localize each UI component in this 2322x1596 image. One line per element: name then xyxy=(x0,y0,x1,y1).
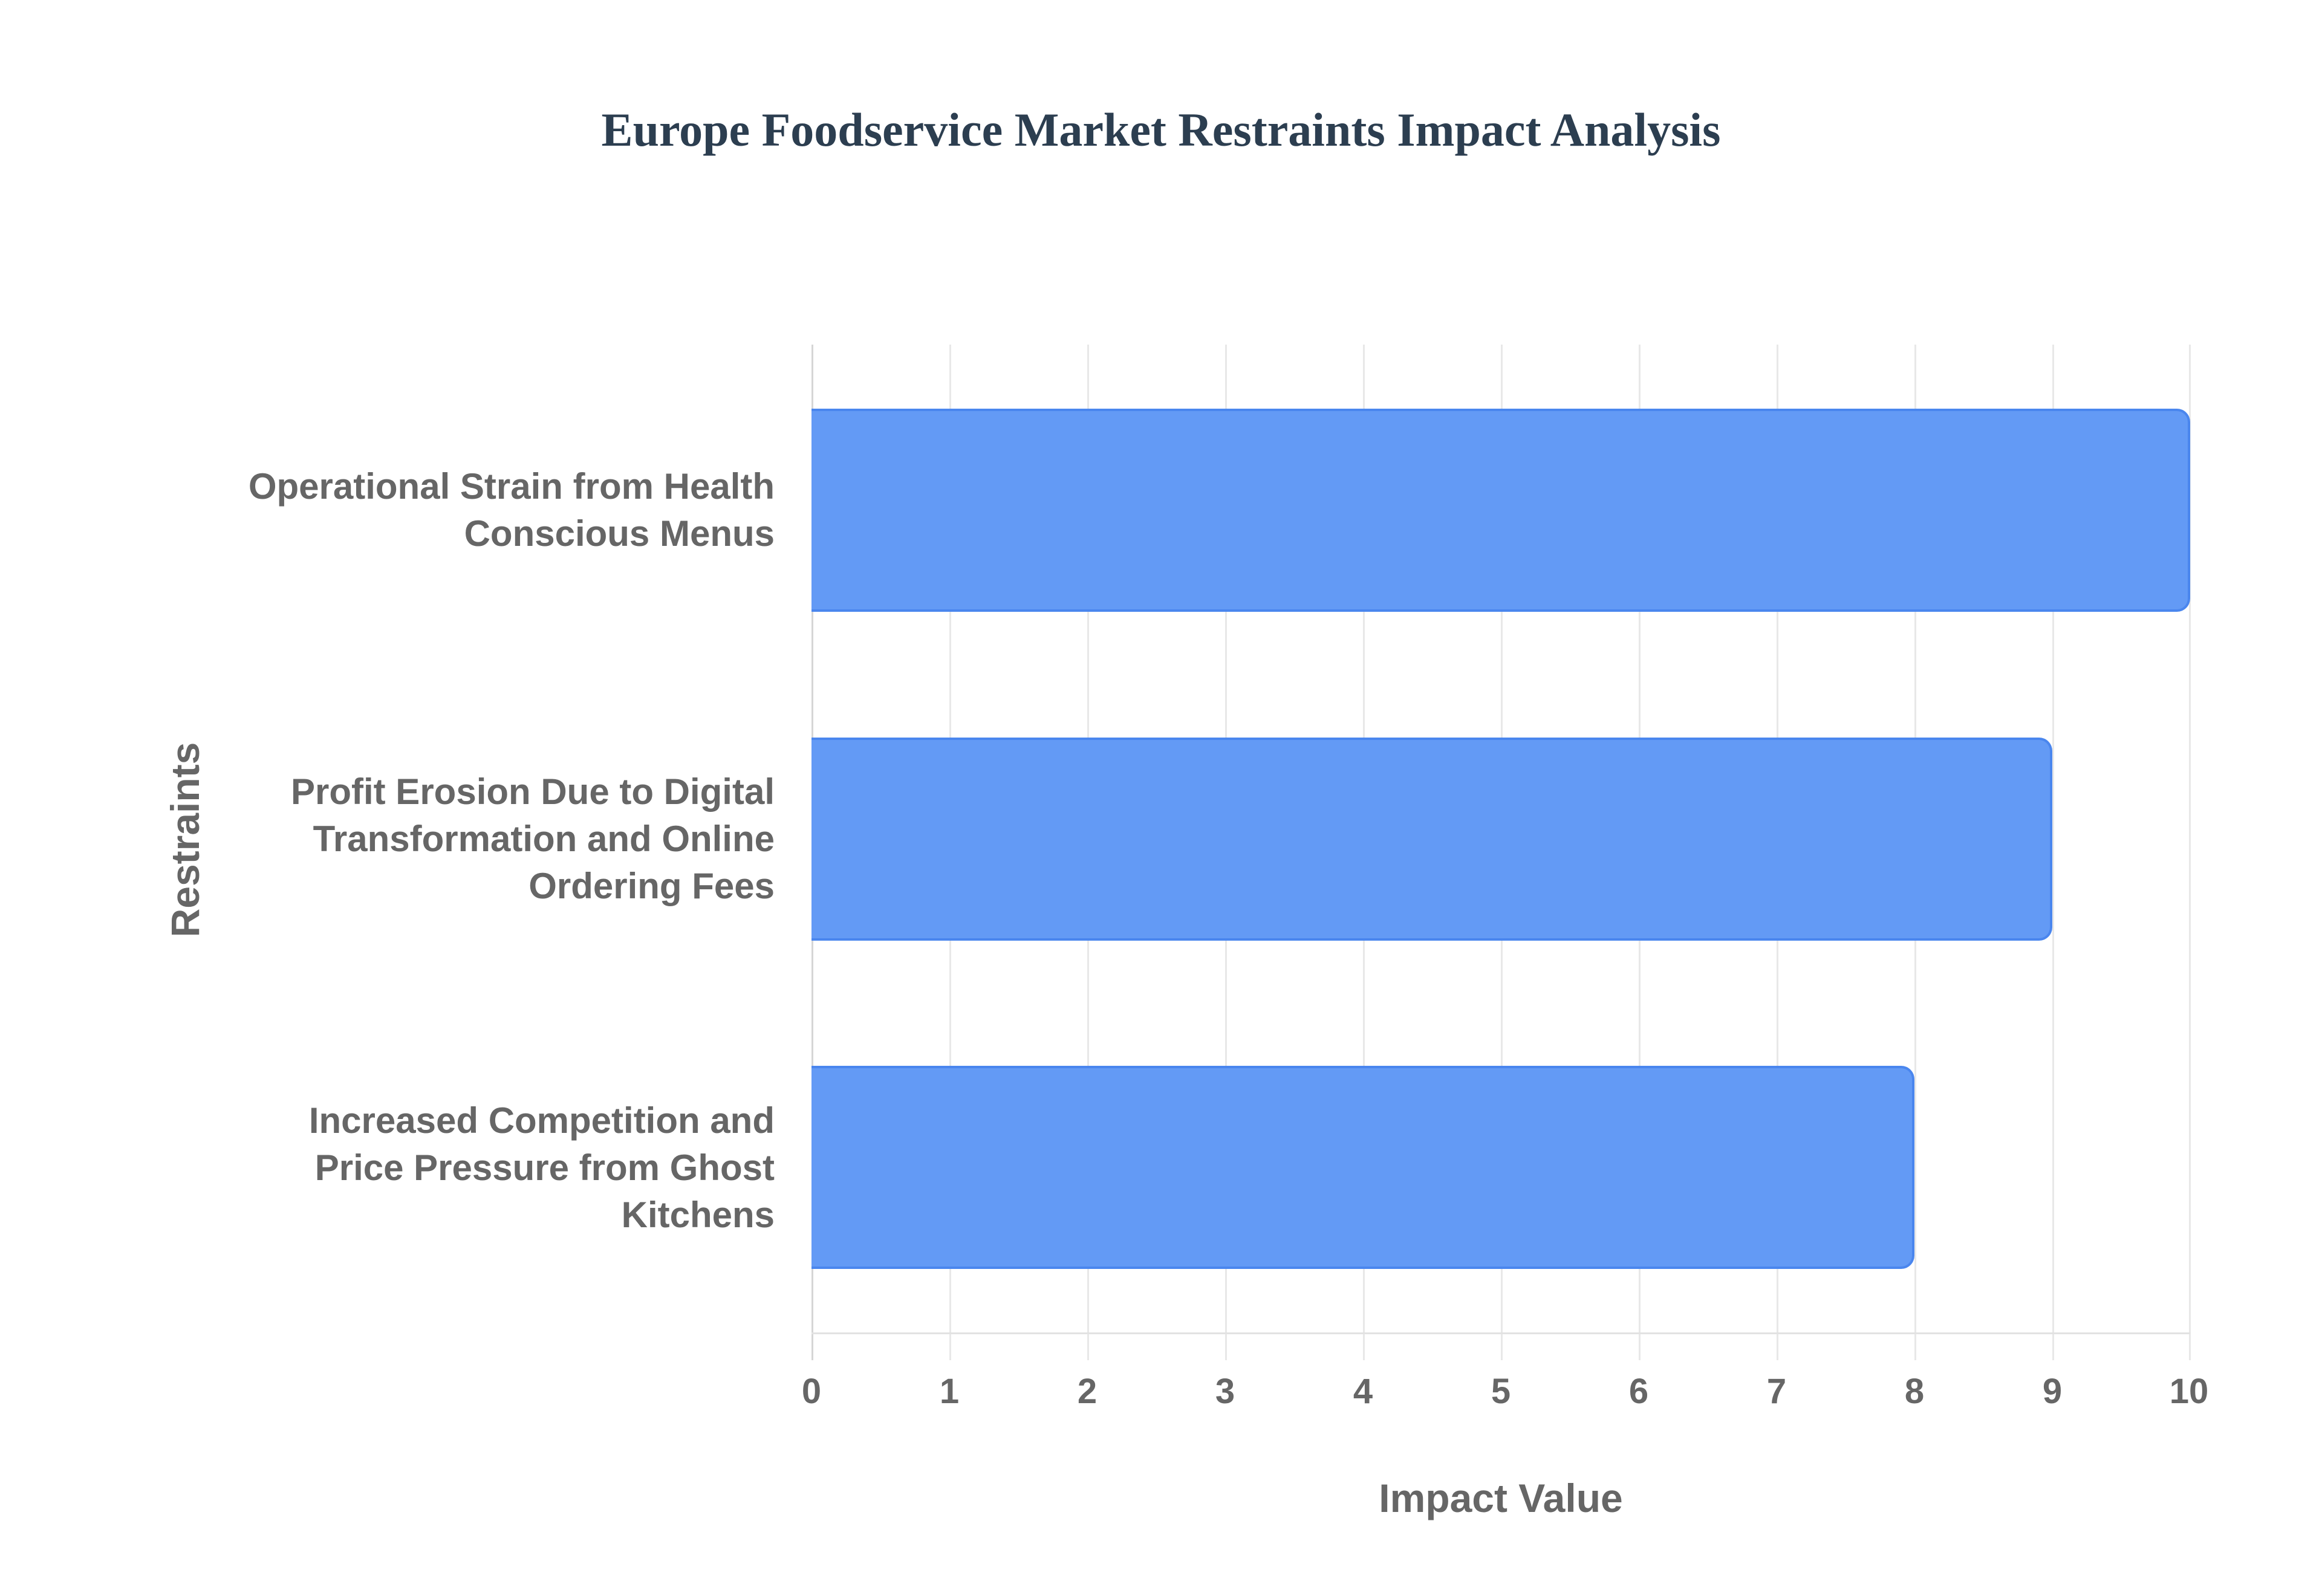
category-label-profit-erosion: Profit Erosion Due to Digital Transformat… xyxy=(170,768,775,910)
category-label-operational-strain: Operational Strain from Health Conscious … xyxy=(170,463,775,557)
x-tick-label: 8 xyxy=(1904,1372,1925,1411)
plot-area xyxy=(811,345,2191,1360)
category-label-line: Ordering Fees xyxy=(528,866,775,906)
x-tick-label: 6 xyxy=(1628,1372,1649,1411)
category-label-line: Price Pressure from Ghost xyxy=(314,1147,775,1188)
gridline-9 xyxy=(2052,345,2054,1360)
x-tick-label: 9 xyxy=(2042,1372,2063,1411)
gridline-10 xyxy=(2189,345,2191,1360)
category-label-line: Operational Strain from Health xyxy=(248,466,775,507)
x-axis-title: Impact Value xyxy=(1379,1476,1623,1520)
category-label-line: Increased Competition and xyxy=(308,1100,775,1141)
x-tick-label: 0 xyxy=(801,1372,822,1411)
category-label-line: Conscious Menus xyxy=(464,513,775,554)
x-tick-label: 4 xyxy=(1353,1372,1373,1411)
x-axis-line xyxy=(811,1332,2190,1334)
bar-profit-erosion[interactable] xyxy=(811,738,2052,941)
bar-increased-competition[interactable] xyxy=(811,1066,1914,1269)
chart-title: Europe Foodservice Market Restraints Imp… xyxy=(601,103,1721,156)
category-label-line: Profit Erosion Due to Digital xyxy=(290,771,775,812)
x-tick-label: 3 xyxy=(1215,1372,1235,1411)
x-tick-label: 7 xyxy=(1766,1372,1787,1411)
x-tick-label: 10 xyxy=(2169,1372,2209,1411)
category-label-line: Kitchens xyxy=(621,1195,775,1235)
x-tick-label: 2 xyxy=(1077,1372,1098,1411)
bar-operational-strain[interactable] xyxy=(811,409,2190,612)
category-label-line: Transformation and Online xyxy=(313,819,775,859)
category-label-increased-competition: Increased Competition and Price Pressure … xyxy=(170,1097,775,1239)
x-tick-label: 1 xyxy=(939,1372,960,1411)
x-tick-label: 5 xyxy=(1491,1372,1511,1411)
